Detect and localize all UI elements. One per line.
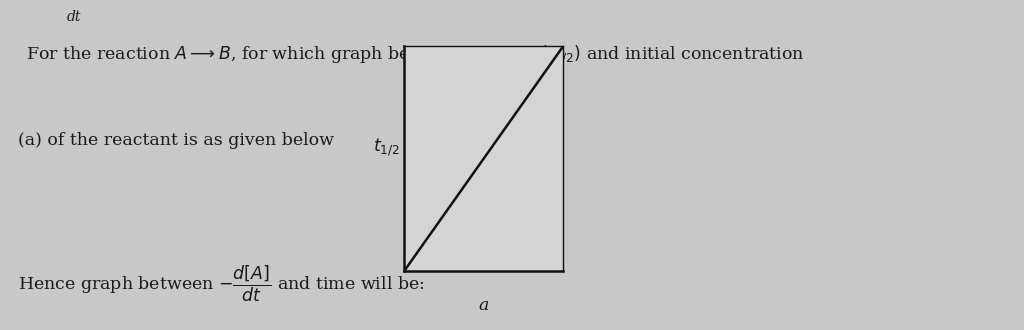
Text: $t_{1/2}$: $t_{1/2}$ — [373, 136, 399, 158]
Text: For the reaction $A \longrightarrow B$, for which graph between half life $(t_{1: For the reaction $A \longrightarrow B$, … — [26, 43, 804, 65]
Text: Hence graph between $-\dfrac{d[A]}{dt}$ and time will be:: Hence graph between $-\dfrac{d[A]}{dt}$ … — [18, 264, 425, 305]
Text: a: a — [478, 297, 489, 314]
Text: dt: dt — [67, 10, 81, 24]
Text: (a) of the reactant is as given below: (a) of the reactant is as given below — [18, 132, 335, 149]
